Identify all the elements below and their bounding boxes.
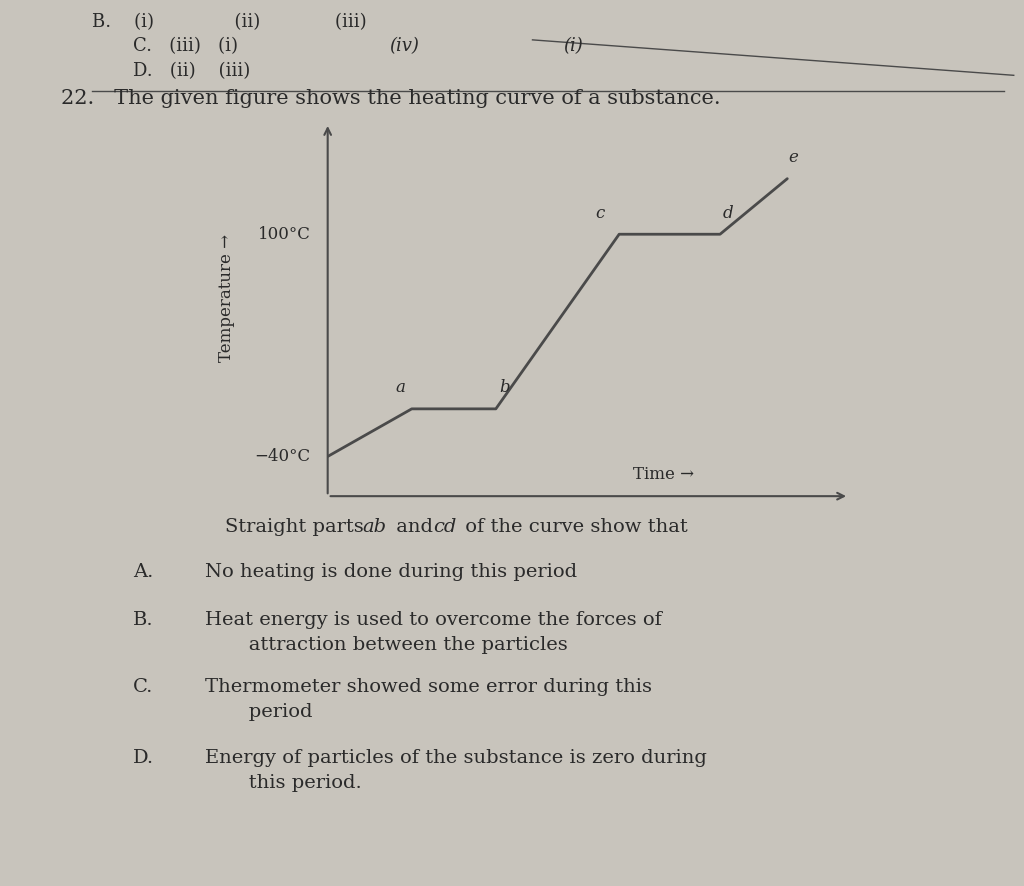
Text: Time →: Time →: [634, 466, 694, 484]
Text: C.: C.: [133, 678, 154, 696]
Text: Energy of particles of the substance is zero during
       this period.: Energy of particles of the substance is …: [205, 749, 707, 792]
Text: −40°C: −40°C: [255, 448, 311, 465]
Text: of the curve show that: of the curve show that: [459, 518, 687, 536]
Text: Heat energy is used to overcome the forces of
       attraction between the part: Heat energy is used to overcome the forc…: [205, 611, 662, 655]
Text: b: b: [499, 379, 510, 396]
Text: (iv): (iv): [389, 37, 419, 55]
Text: D.   (ii)    (iii): D. (ii) (iii): [133, 62, 251, 80]
Text: (i): (i): [563, 37, 583, 55]
Text: No heating is done during this period: No heating is done during this period: [205, 563, 577, 580]
Text: A.: A.: [133, 563, 154, 580]
Text: ab: ab: [362, 518, 387, 536]
Text: c: c: [595, 205, 604, 222]
Text: B.    (i)              (ii)             (iii): B. (i) (ii) (iii): [92, 13, 367, 31]
Text: a: a: [395, 379, 406, 396]
Text: Thermometer showed some error during this
       period: Thermometer showed some error during thi…: [205, 678, 652, 721]
Text: 22.   The given figure shows the heating curve of a substance.: 22. The given figure shows the heating c…: [61, 89, 721, 107]
Text: and: and: [390, 518, 439, 536]
Text: 100°C: 100°C: [258, 226, 311, 243]
Text: cd: cd: [433, 518, 457, 536]
Text: d: d: [723, 205, 734, 222]
Text: B.: B.: [133, 611, 154, 629]
Text: C.   (iii)   (i): C. (iii) (i): [133, 37, 239, 55]
Text: Straight parts: Straight parts: [225, 518, 371, 536]
Text: Temperature →: Temperature →: [218, 234, 236, 361]
Text: D.: D.: [133, 749, 155, 766]
Text: e: e: [787, 149, 798, 166]
